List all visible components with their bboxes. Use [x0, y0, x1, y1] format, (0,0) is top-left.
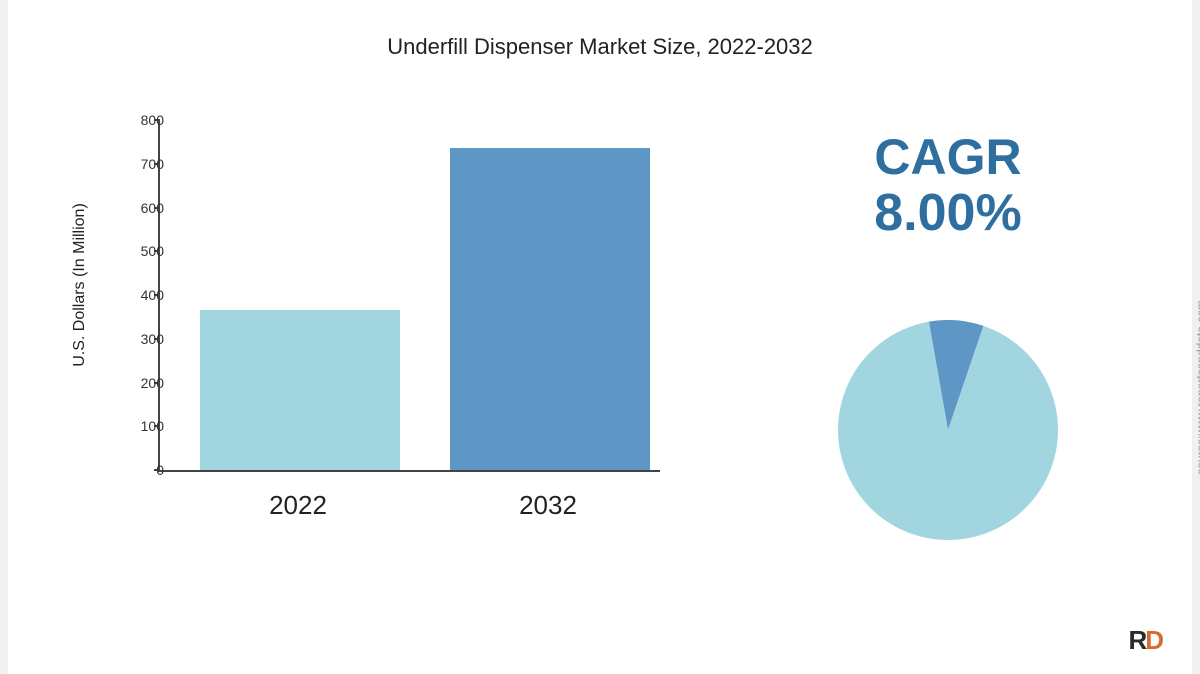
- y-tick-label: 300: [104, 331, 164, 347]
- bar-2022: [200, 310, 400, 470]
- logo-d: D: [1145, 625, 1162, 655]
- bar-2032: [450, 148, 650, 470]
- y-tick-label: 500: [104, 243, 164, 259]
- container: Underfill Dispenser Market Size, 2022-20…: [8, 0, 1192, 674]
- logo: RD: [1128, 625, 1162, 656]
- x-label-2032: 2032: [448, 490, 648, 521]
- plot-area: [158, 120, 660, 472]
- cagr-block: CAGR 8.00%: [798, 130, 1098, 242]
- y-axis-label: U.S. Dollars (In Million): [71, 203, 89, 367]
- cagr-value: 8.00%: [798, 185, 1098, 242]
- pie-chart: [838, 320, 1058, 540]
- y-tick-label: 400: [104, 287, 164, 303]
- x-label-2022: 2022: [198, 490, 398, 521]
- y-tick-label: 100: [104, 418, 164, 434]
- y-tick-label: 600: [104, 200, 164, 216]
- chart-title: Underfill Dispenser Market Size, 2022-20…: [8, 34, 1192, 60]
- bar-chart: U.S. Dollars (In Million) 01002003004005…: [88, 110, 668, 520]
- edge-left: [0, 0, 8, 674]
- pie-svg: [838, 320, 1058, 540]
- cagr-label: CAGR: [798, 130, 1098, 185]
- source-text: source:www.reportsanddata.com: [1194, 300, 1200, 475]
- y-tick-label: 700: [104, 156, 164, 172]
- y-tick-label: 800: [104, 112, 164, 128]
- y-tick-label: 0: [104, 462, 164, 478]
- y-tick-label: 200: [104, 375, 164, 391]
- logo-r: R: [1128, 625, 1145, 655]
